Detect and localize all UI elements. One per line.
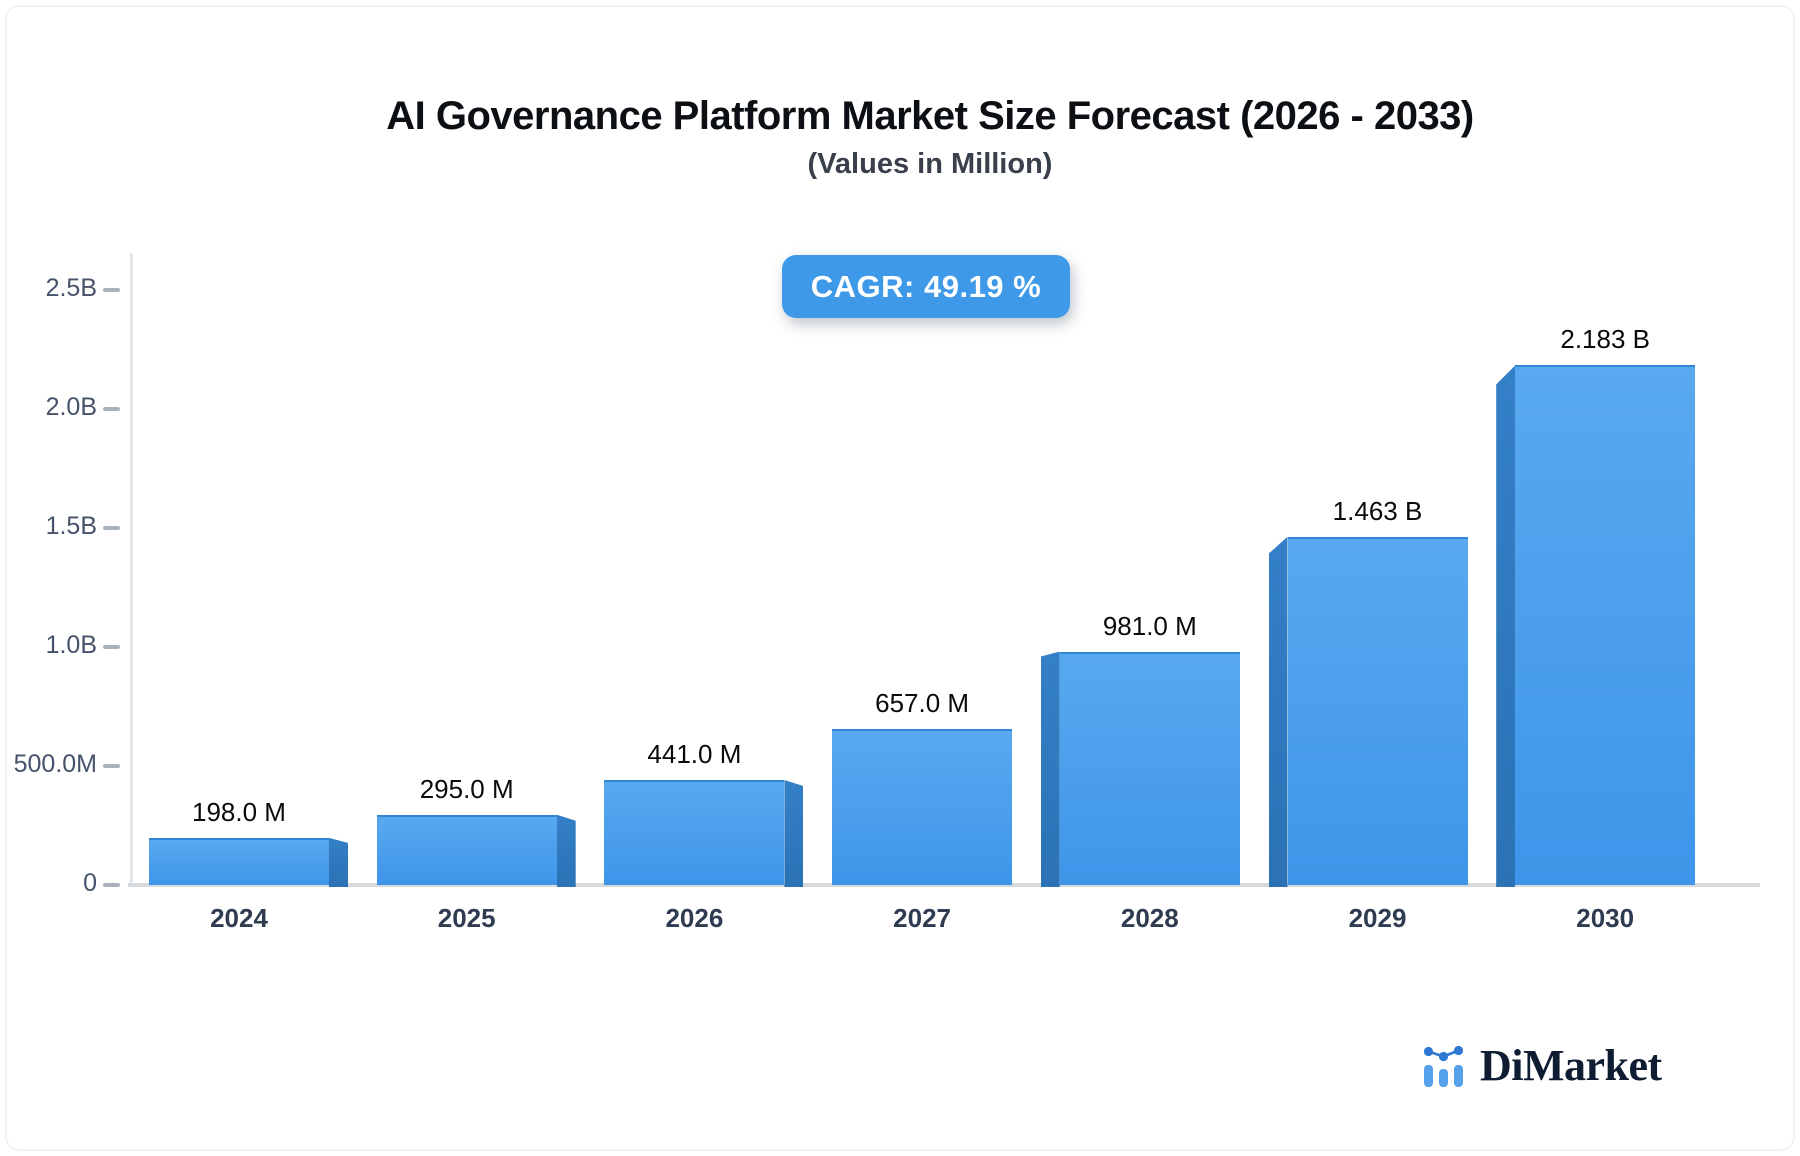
bar (604, 780, 785, 885)
y-tick-label: 2.5B (45, 274, 97, 302)
x-tick-label: 2028 (1120, 903, 1179, 933)
x-tick-label: 2026 (665, 903, 724, 933)
brand-logo: DiMarket (1422, 1040, 1662, 1091)
y-tick-dash (103, 764, 120, 768)
y-tick-dash (103, 407, 120, 411)
bar-side-face (329, 837, 348, 887)
x-tick-label: 2024 (210, 903, 268, 933)
bar (1059, 651, 1240, 885)
bar-value-label: 1.463 B (1332, 495, 1423, 526)
bar-value-label: 441.0 M (647, 739, 742, 770)
bar-side-face (784, 780, 804, 887)
chart-title: AI Governance Platform Market Size Forec… (386, 94, 1474, 138)
x-axis-baseline (128, 883, 1760, 887)
bar-value-label: 981.0 M (1102, 610, 1197, 641)
bar-side-face (1268, 536, 1288, 887)
y-tick-label: 1.5B (45, 512, 97, 540)
bar-side-face (1040, 651, 1060, 887)
y-tick-label: 1.0B (45, 631, 97, 659)
bar (1287, 536, 1468, 885)
y-tick-label: 500.0M (13, 750, 97, 778)
x-tick-label: 2027 (893, 903, 952, 933)
cagr-badge: CAGR: 49.19 % (782, 255, 1070, 318)
chart-subtitle: (Values in Million) (807, 148, 1053, 180)
bar-value-label: 2.183 B (1560, 324, 1650, 355)
bar (1515, 365, 1696, 885)
y-axis-line (130, 253, 133, 887)
y-tick-dash (103, 288, 120, 292)
bar-value-label: 198.0 M (192, 796, 286, 827)
bar-side-face (556, 814, 576, 887)
y-tick-dash (103, 526, 120, 530)
brand-name: DiMarket (1480, 1041, 1662, 1090)
bar-value-label: 295.0 M (419, 773, 514, 804)
bar (149, 837, 329, 885)
x-tick-label: 2025 (437, 903, 496, 933)
bar (832, 728, 1013, 885)
y-tick-label: 0 (83, 869, 97, 897)
x-tick-label: 2029 (1348, 903, 1407, 933)
y-tick-dash (103, 645, 120, 649)
y-tick-dash (103, 883, 120, 887)
x-tick-label: 2030 (1576, 903, 1635, 933)
y-tick-label: 2.0B (45, 393, 97, 421)
bar-side-face (1496, 365, 1516, 887)
bar-value-label: 657.0 M (875, 687, 970, 718)
mini-bar-chart-icon (1423, 1045, 1464, 1087)
bar (376, 814, 557, 885)
